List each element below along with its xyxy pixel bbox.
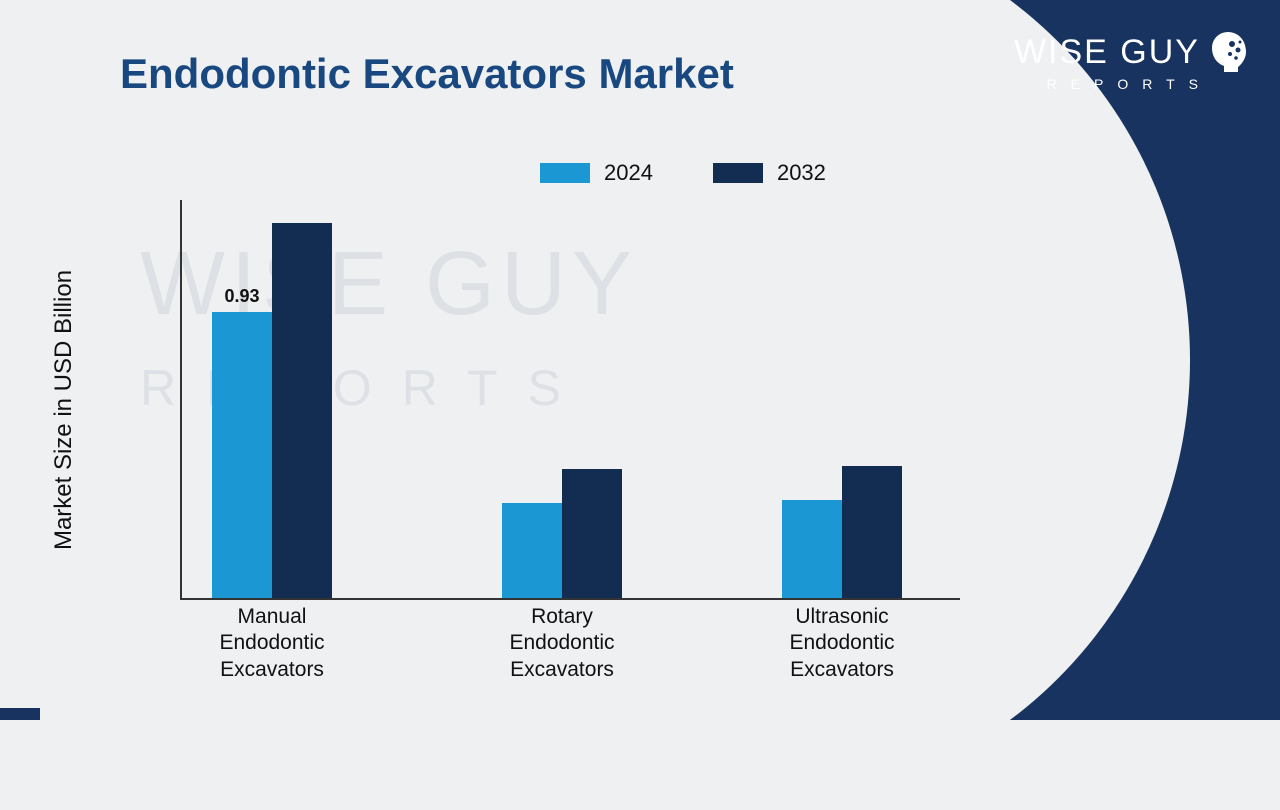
bar-2032 <box>562 469 622 598</box>
bar-2024: 0.93 <box>212 312 272 598</box>
bar-group <box>492 469 632 598</box>
category-label: ManualEndodonticExcavators <box>182 604 362 683</box>
category-label: RotaryEndodonticExcavators <box>472 604 652 683</box>
legend-item-2032: 2032 <box>713 160 826 186</box>
legend: 2024 2032 <box>540 160 826 186</box>
legend-label-2024: 2024 <box>604 160 653 186</box>
bar-2024 <box>782 500 842 598</box>
chart-area: Market Size in USD Billion 2024 2032 0.9… <box>60 160 960 680</box>
bar-group <box>772 466 912 598</box>
bar-2024 <box>502 503 562 598</box>
y-axis-label: Market Size in USD Billion <box>50 270 78 550</box>
bar-value-label: 0.93 <box>224 286 259 307</box>
bar-group: 0.93 <box>202 223 342 598</box>
legend-swatch-2024 <box>540 163 590 183</box>
brand-bottom: REPORTS <box>1014 76 1250 92</box>
brand-head-icon <box>1206 30 1250 74</box>
legend-label-2032: 2032 <box>777 160 826 186</box>
category-label: UltrasonicEndodonticExcavators <box>752 604 932 683</box>
right-panel <box>960 0 1280 720</box>
bar-2032 <box>842 466 902 598</box>
brand-top: WISE GUY <box>1014 33 1200 72</box>
chart-title: Endodontic Excavators Market <box>120 50 734 98</box>
legend-item-2024: 2024 <box>540 160 653 186</box>
legend-swatch-2032 <box>713 163 763 183</box>
bar-2032 <box>272 223 332 598</box>
brand-logo: WISE GUY REPORTS <box>1014 30 1250 92</box>
plot-area: 0.93ManualEndodonticExcavatorsRotaryEndo… <box>180 200 960 600</box>
bottom-accent <box>0 708 40 720</box>
